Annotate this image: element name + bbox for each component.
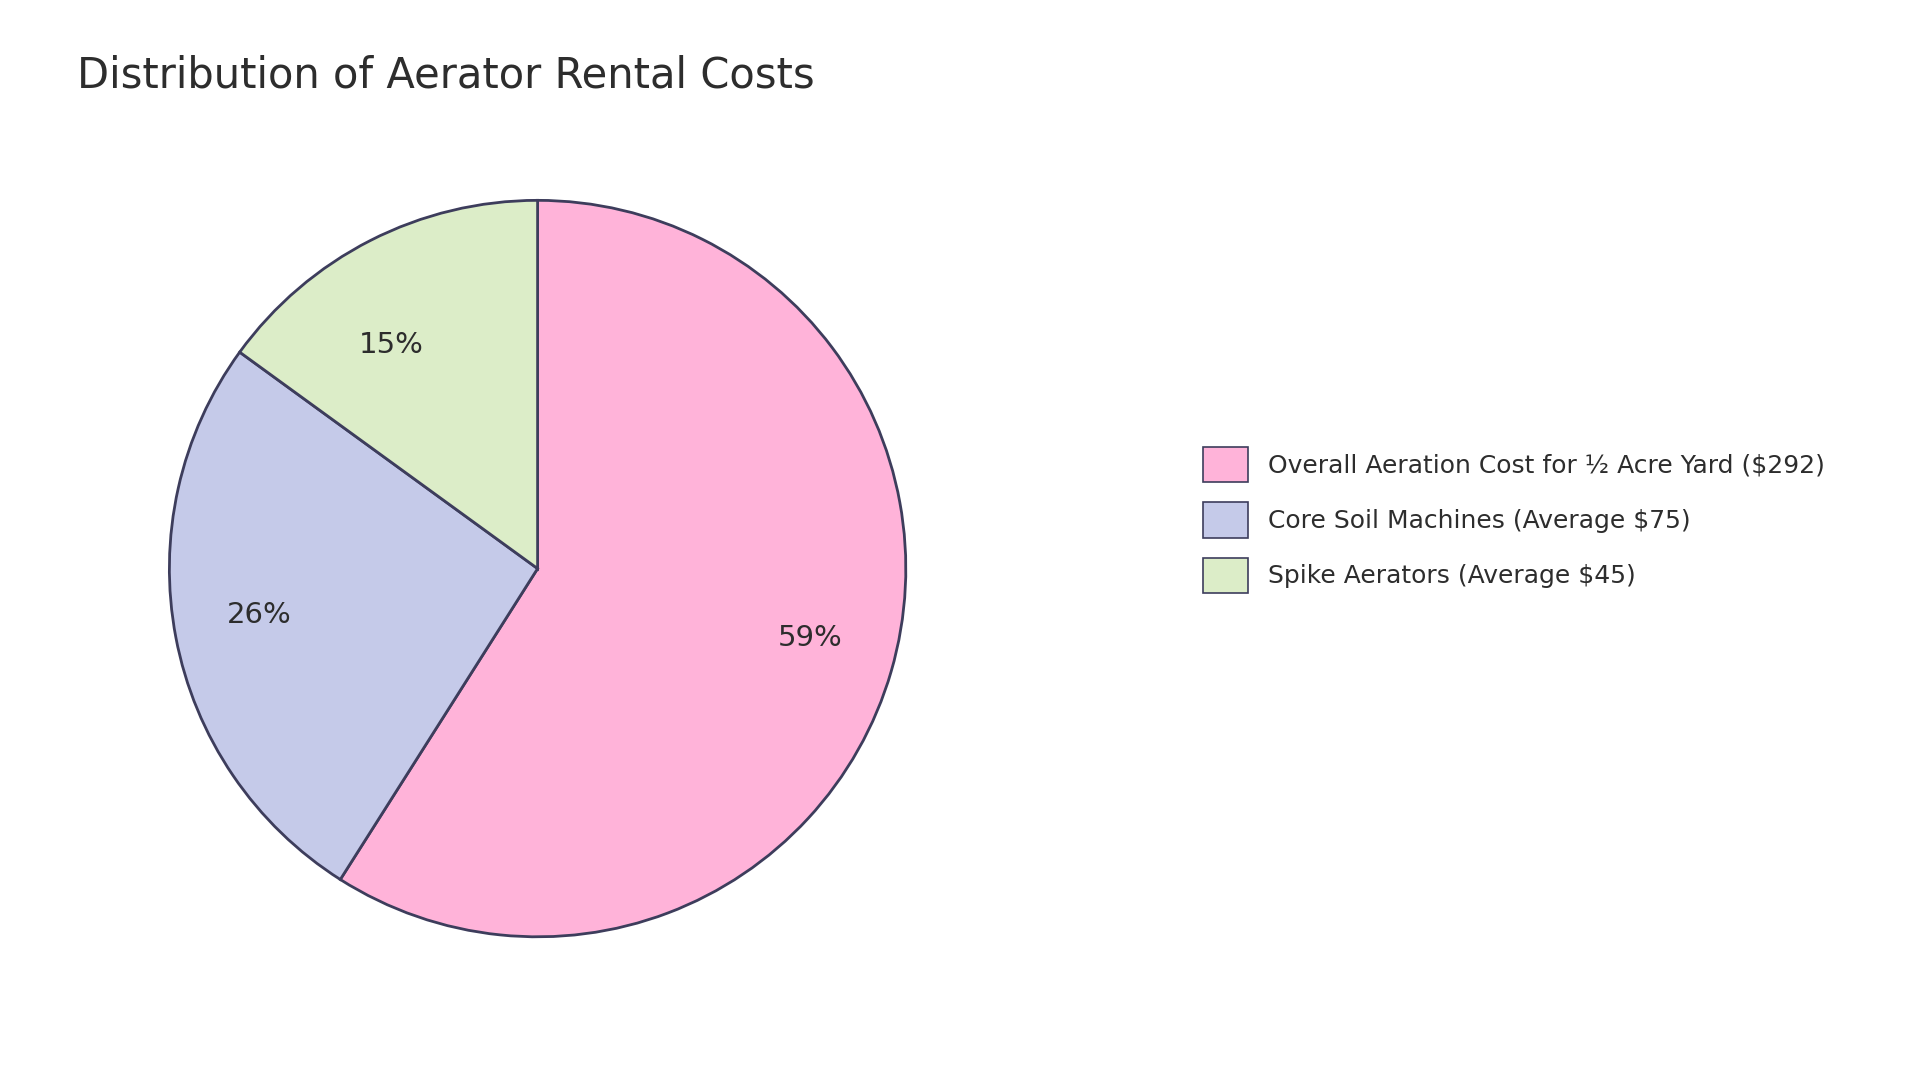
Text: Distribution of Aerator Rental Costs: Distribution of Aerator Rental Costs <box>77 54 814 96</box>
Text: 15%: 15% <box>359 331 424 360</box>
Wedge shape <box>240 200 538 569</box>
Wedge shape <box>169 352 538 879</box>
Text: 26%: 26% <box>227 601 292 629</box>
Legend: Overall Aeration Cost for ½ Acre Yard ($292), Core Soil Machines (Average $75), : Overall Aeration Cost for ½ Acre Yard ($… <box>1204 447 1824 592</box>
Wedge shape <box>340 200 906 937</box>
Text: 59%: 59% <box>778 625 843 652</box>
